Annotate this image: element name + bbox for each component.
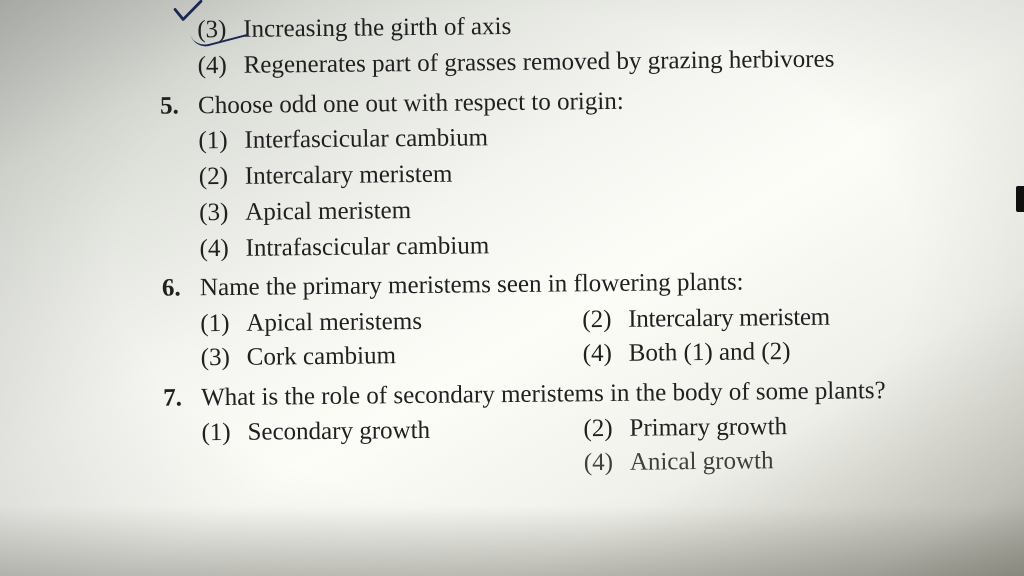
option-text: Intercalary meristem xyxy=(628,299,964,336)
q7-option-2: (2) Primary growth xyxy=(583,409,965,447)
option-text: Anical growth xyxy=(630,442,966,479)
option-number: (4) xyxy=(197,49,243,83)
option-number: (2) xyxy=(199,160,245,194)
question-6: 6. Name the primary meristems seen in fl… xyxy=(162,264,964,306)
option-text: Regenerates part of grasses removed by g… xyxy=(243,41,961,82)
option-number: (4) xyxy=(584,446,630,480)
question-7: 7. What is the role of secondary meriste… xyxy=(163,373,965,415)
question-5: 5. Choose odd one out with respect to or… xyxy=(160,81,962,123)
option-text: Secondary growth xyxy=(247,413,583,450)
question-number: 7. xyxy=(163,381,201,415)
fragment-option-4: (4) Regenerates part of grasses removed … xyxy=(197,41,961,83)
option-text: Intercalary meristem xyxy=(245,152,963,193)
q5-option-4: (4) Intrafascicular cambium xyxy=(199,224,963,266)
question-text: What is the role of secondary meristems … xyxy=(201,373,965,415)
option-number: (1) xyxy=(201,416,247,450)
q7-option-3-empty xyxy=(202,446,584,484)
option-text: Both (1) and (2) xyxy=(629,333,965,370)
option-text: Increasing the girth of axis xyxy=(243,5,961,46)
option-text: Apical meristem xyxy=(245,188,963,229)
option-number: (3) xyxy=(197,13,243,47)
question-number: 5. xyxy=(160,89,198,123)
q5-option-2: (2) Intercalary meristem xyxy=(199,152,963,194)
q6-option-3: (3) Cork cambium xyxy=(201,337,583,375)
option-number: (2) xyxy=(583,412,629,446)
option-number: (3) xyxy=(201,341,247,375)
q7-option-4: (4) Anical growth xyxy=(584,442,966,480)
question-number: 6. xyxy=(162,272,200,306)
option-text: Intrafascicular cambium xyxy=(245,224,963,265)
q5-option-1: (1) Interfascicular cambium xyxy=(198,117,962,159)
option-number: (1) xyxy=(200,307,246,341)
option-text: Apical meristems xyxy=(246,303,582,340)
option-text: Cork cambium xyxy=(247,337,583,374)
q6-option-4: (4) Both (1) and (2) xyxy=(583,333,965,371)
option-text: Interfascicular cambium xyxy=(244,117,962,158)
q7-option-1: (1) Secondary growth xyxy=(201,413,583,451)
q6-option-1: (1) Apical meristems xyxy=(200,303,582,341)
page: (3) Increasing the girth of axis (4) Reg… xyxy=(0,0,1024,576)
page-edge-mark xyxy=(1016,186,1024,212)
option-number: (3) xyxy=(199,196,245,230)
option-number: (4) xyxy=(199,231,245,265)
question-text: Name the primary meristems seen in flowe… xyxy=(200,264,964,306)
option-number: (2) xyxy=(582,303,628,337)
option-number: (1) xyxy=(198,124,244,158)
fragment-option-3: (3) Increasing the girth of axis xyxy=(197,5,961,47)
q6-option-2: (2) Intercalary meristem xyxy=(582,299,964,337)
q7-options-row-2-partial: (4) Anical growth xyxy=(202,442,966,484)
question-text: Choose odd one out with respect to origi… xyxy=(198,81,962,123)
option-text: Primary growth xyxy=(629,409,965,446)
q5-option-3: (3) Apical meristem xyxy=(199,188,963,230)
q6-options-row-2: (3) Cork cambium (4) Both (1) and (2) xyxy=(201,333,965,375)
option-number: (4) xyxy=(583,337,629,371)
